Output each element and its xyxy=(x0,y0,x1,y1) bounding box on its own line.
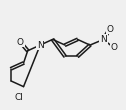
Text: N: N xyxy=(100,35,107,44)
Text: O: O xyxy=(106,25,113,34)
Text: O: O xyxy=(110,43,117,52)
Text: Cl: Cl xyxy=(15,94,24,103)
Text: O: O xyxy=(17,38,24,47)
Text: N: N xyxy=(37,41,43,50)
